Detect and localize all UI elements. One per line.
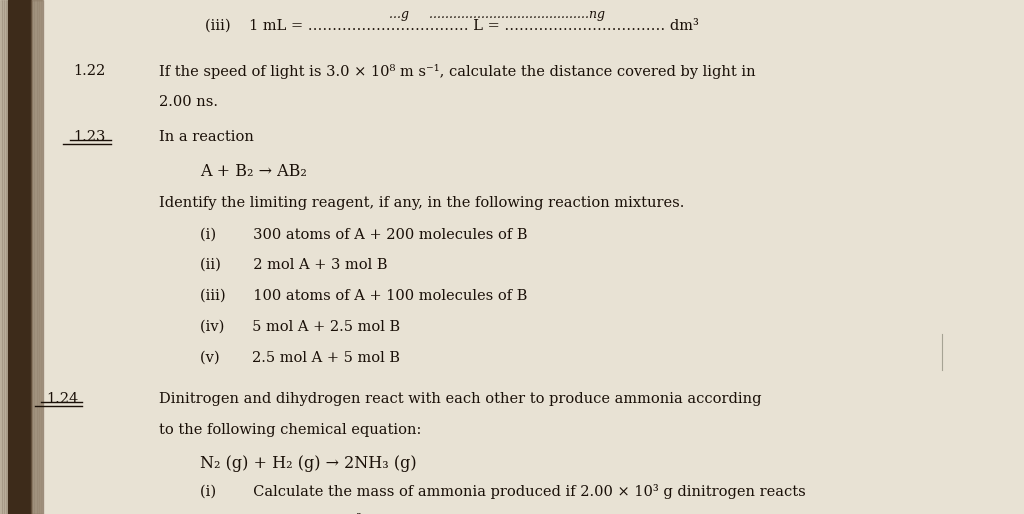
- Bar: [24, 0, 26, 514]
- Bar: [35, 0, 37, 514]
- Text: A + B₂ → AB₂: A + B₂ → AB₂: [200, 163, 306, 180]
- Text: 2.00 ns.: 2.00 ns.: [159, 95, 218, 109]
- Text: In a reaction: In a reaction: [159, 130, 254, 143]
- Bar: [31, 0, 43, 514]
- Text: (iv)      5 mol A + 2.5 mol B: (iv) 5 mol A + 2.5 mol B: [200, 320, 399, 334]
- Text: (v)       2.5 mol A + 5 mol B: (v) 2.5 mol A + 5 mol B: [200, 351, 399, 364]
- Text: to the following chemical equation:: to the following chemical equation:: [159, 423, 421, 436]
- Bar: [41, 0, 43, 514]
- Bar: [30, 0, 33, 514]
- Bar: [0, 0, 2, 514]
- Text: (i)        300 atoms of A + 200 molecules of B: (i) 300 atoms of A + 200 molecules of B: [200, 227, 527, 241]
- Bar: [2, 0, 4, 514]
- Text: Dinitrogen and dihydrogen react with each other to produce ammonia according: Dinitrogen and dihydrogen react with eac…: [159, 392, 761, 406]
- Text: (iii)    1 mL = …………………………… L = …………………………… dm³: (iii) 1 mL = …………………………… L = ………………………………: [205, 18, 698, 32]
- Text: with 1.00 ×10³ g of dihydrogen.: with 1.00 ×10³ g of dihydrogen.: [251, 513, 488, 514]
- Text: 1.23: 1.23: [74, 130, 106, 143]
- Bar: [8, 0, 31, 514]
- Bar: [8, 0, 11, 514]
- Bar: [39, 0, 41, 514]
- Text: If the speed of light is 3.0 × 10⁸ m s⁻¹, calculate the distance covered by ligh: If the speed of light is 3.0 × 10⁸ m s⁻¹…: [159, 64, 756, 79]
- Text: (ii)       2 mol A + 3 mol B: (ii) 2 mol A + 3 mol B: [200, 258, 387, 272]
- Text: Identify the limiting reagent, if any, in the following reaction mixtures.: Identify the limiting reagent, if any, i…: [159, 196, 684, 210]
- Text: 1.24: 1.24: [46, 392, 78, 406]
- Bar: [4, 0, 6, 514]
- Text: (iii)      100 atoms of A + 100 molecules of B: (iii) 100 atoms of A + 100 molecules of …: [200, 289, 527, 303]
- Text: N₂ (g) + H₂ (g) → 2NH₃ (g): N₂ (g) + H₂ (g) → 2NH₃ (g): [200, 455, 417, 472]
- Bar: [26, 0, 28, 514]
- Bar: [37, 0, 39, 514]
- Text: ...g     ........................................ng: ...g ...................................…: [389, 8, 605, 21]
- Text: (i)        Calculate the mass of ammonia produced if 2.00 × 10³ g dinitrogen rea: (i) Calculate the mass of ammonia produc…: [200, 484, 806, 499]
- Bar: [15, 0, 17, 514]
- Bar: [6, 0, 8, 514]
- Bar: [28, 0, 30, 514]
- Text: 1.22: 1.22: [74, 64, 105, 78]
- Bar: [13, 0, 15, 514]
- Bar: [33, 0, 35, 514]
- Bar: [19, 0, 22, 514]
- Bar: [10, 0, 13, 514]
- Bar: [17, 0, 19, 514]
- Bar: [22, 0, 24, 514]
